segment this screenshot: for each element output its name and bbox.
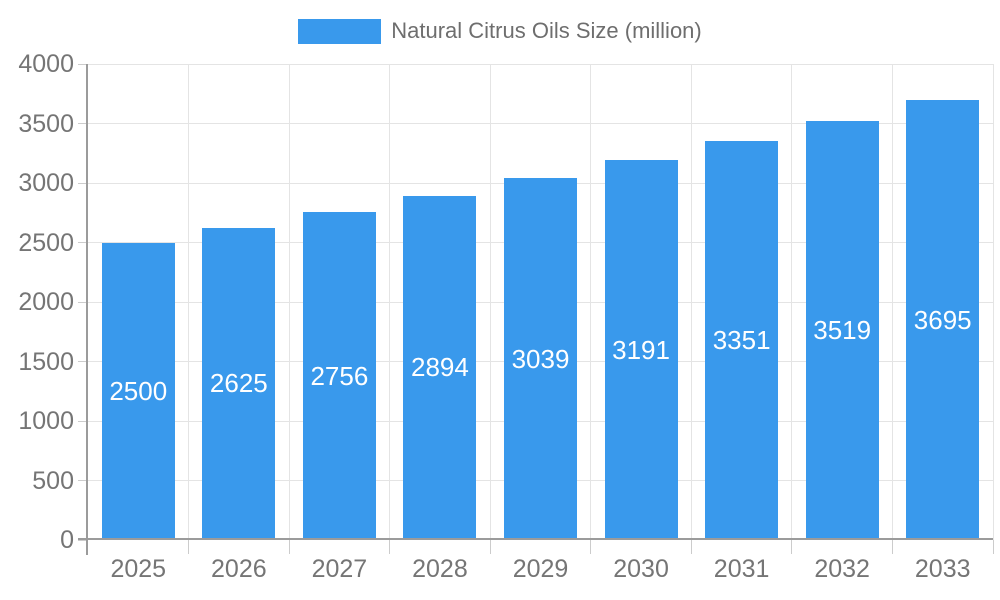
y-axis-tick-label: 4000 <box>18 50 74 78</box>
legend-swatch <box>298 18 382 44</box>
bar[interactable]: 3519 <box>805 121 879 540</box>
x-tick-mark <box>791 540 793 554</box>
bar-value-label: 3519 <box>813 315 872 346</box>
y-axis-line <box>86 64 88 555</box>
gridline-vertical <box>791 64 793 540</box>
y-axis-tick-label: 1500 <box>18 347 74 376</box>
x-tick-mark <box>690 540 692 554</box>
bar-value-label: 3039 <box>511 343 570 374</box>
gridline-horizontal <box>88 123 993 124</box>
gridline-vertical <box>590 64 592 540</box>
bar-value-label: 3191 <box>612 334 670 365</box>
bar-value-label: 2756 <box>310 360 369 391</box>
bar-value-label: 2500 <box>109 375 168 406</box>
y-axis-tick-label: 500 <box>32 466 74 495</box>
x-axis-tick-label: 2030 <box>613 555 669 583</box>
bar[interactable]: 3191 <box>604 160 678 540</box>
bar[interactable]: 2894 <box>403 195 477 540</box>
bar[interactable]: 2625 <box>202 227 276 540</box>
y-tick-mark <box>78 242 87 243</box>
x-axis-tick-label: 2025 <box>110 555 167 583</box>
y-axis-tick-label: 0 <box>60 526 74 554</box>
bar[interactable]: 2756 <box>302 212 376 540</box>
bar-value-label: 2894 <box>411 352 469 383</box>
y-tick-mark <box>78 480 87 481</box>
gridline-vertical <box>389 64 391 540</box>
gridline-vertical <box>690 64 692 540</box>
y-axis-tick-label: 3000 <box>18 169 74 197</box>
x-tick-mark <box>992 540 994 554</box>
x-tick-mark <box>590 540 592 554</box>
x-axis-tick-label: 2026 <box>211 555 267 583</box>
y-axis-tick-label: 3500 <box>18 109 74 138</box>
gridline-vertical <box>188 64 190 540</box>
y-tick-mark <box>78 301 87 303</box>
bar[interactable]: 2500 <box>101 242 175 540</box>
bar[interactable]: 3351 <box>705 141 779 540</box>
x-tick-mark <box>489 540 491 554</box>
gridline-vertical <box>288 64 290 540</box>
y-tick-mark <box>78 63 87 65</box>
gridline-vertical <box>992 64 994 540</box>
x-axis-tick-label: 2032 <box>814 555 870 583</box>
gridline-vertical <box>489 64 491 540</box>
y-tick-mark <box>78 182 87 184</box>
bar-value-label: 3351 <box>712 325 771 356</box>
y-tick-mark <box>78 123 87 124</box>
x-axis-line <box>78 538 993 540</box>
x-axis-tick-label: 2027 <box>311 555 368 583</box>
x-axis-tick-label: 2029 <box>512 555 569 583</box>
y-axis-tick-label: 2500 <box>18 228 74 257</box>
y-tick-mark <box>78 539 87 541</box>
x-tick-mark <box>891 540 893 554</box>
x-axis-tick-label: 2033 <box>914 555 971 583</box>
bar[interactable]: 3039 <box>504 178 577 540</box>
x-axis-tick-label: 2028 <box>412 555 468 583</box>
gridline-vertical <box>891 64 893 540</box>
y-tick-mark <box>78 361 87 362</box>
y-axis-tick-label: 2000 <box>18 288 74 316</box>
x-tick-mark <box>188 540 190 554</box>
legend[interactable]: Natural Citrus Oils Size (million) <box>0 18 1000 44</box>
y-axis-tick-label: 1000 <box>18 407 74 435</box>
x-axis-tick-label: 2031 <box>713 555 770 583</box>
bar-value-label: 2625 <box>209 368 268 399</box>
legend-label: Natural Citrus Oils Size (million) <box>391 18 702 43</box>
y-tick-mark <box>78 420 87 422</box>
bar[interactable]: 3695 <box>906 100 980 540</box>
bar-value-label: 3695 <box>913 304 972 335</box>
x-tick-mark <box>288 540 290 554</box>
gridline-horizontal <box>88 63 993 65</box>
x-tick-mark <box>389 540 391 554</box>
